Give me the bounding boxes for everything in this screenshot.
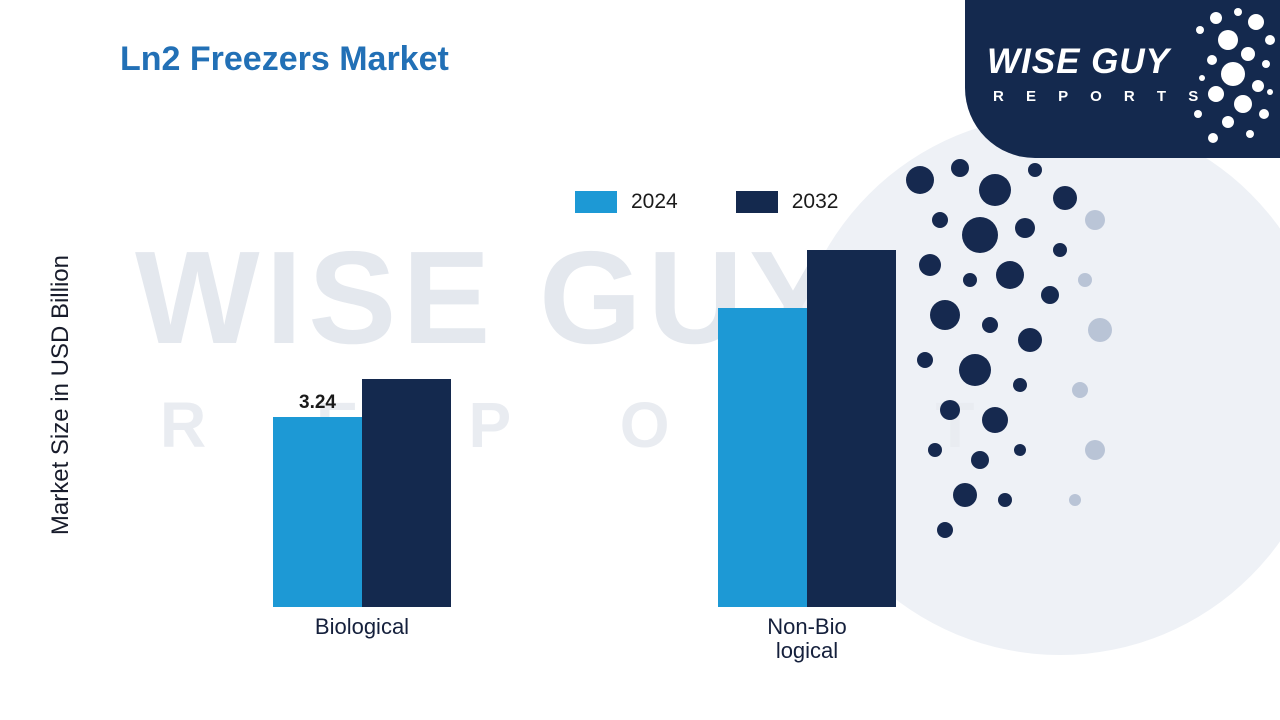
category-label-non-biological: Non-Bio logical bbox=[767, 614, 847, 664]
bar-value-label: 3.24 bbox=[299, 392, 336, 413]
bars-biological: 3.24 bbox=[273, 379, 451, 607]
category-label-biological: Biological bbox=[314, 614, 410, 639]
bar-2024-non-bio-logical bbox=[718, 308, 807, 607]
legend-label-2032: 2032 bbox=[791, 190, 839, 213]
legend-item-2024: 2024 bbox=[575, 190, 678, 214]
bar-group-biological: 3.24 Biological bbox=[273, 379, 451, 639]
legend-swatch-2024 bbox=[575, 191, 617, 213]
chart-legend: 2024 2032 bbox=[575, 190, 838, 214]
logo-reports-text: R E P O R T S bbox=[993, 88, 1208, 105]
bar-2024-biological: 3.24 bbox=[273, 392, 362, 607]
page-title: Ln2 Freezers Market bbox=[120, 40, 449, 78]
bar-chart: 3.24 Biological Non-Bio logical bbox=[273, 250, 896, 663]
legend-label-2024: 2024 bbox=[631, 190, 678, 213]
logo-dotted-head-icon bbox=[1194, 8, 1275, 143]
wise-guy-reports-logo: WISE GUY R E P O R T S bbox=[965, 0, 1280, 158]
bar-2032-non-bio-logical bbox=[807, 250, 896, 607]
bar-2032-biological bbox=[362, 379, 451, 607]
legend-item-2032: 2032 bbox=[735, 190, 839, 214]
bars-non-biological bbox=[718, 250, 896, 607]
legend-swatch-2032 bbox=[735, 191, 778, 213]
bar-group-non-biological: Non-Bio logical bbox=[718, 250, 896, 663]
y-axis-label-wrap: Market Size in USD Billion bbox=[38, 185, 84, 605]
y-axis-label: Market Size in USD Billion bbox=[47, 254, 74, 536]
logo-wordmark: WISE GUY bbox=[987, 42, 1171, 81]
dotted-head-watermark bbox=[906, 159, 1112, 538]
